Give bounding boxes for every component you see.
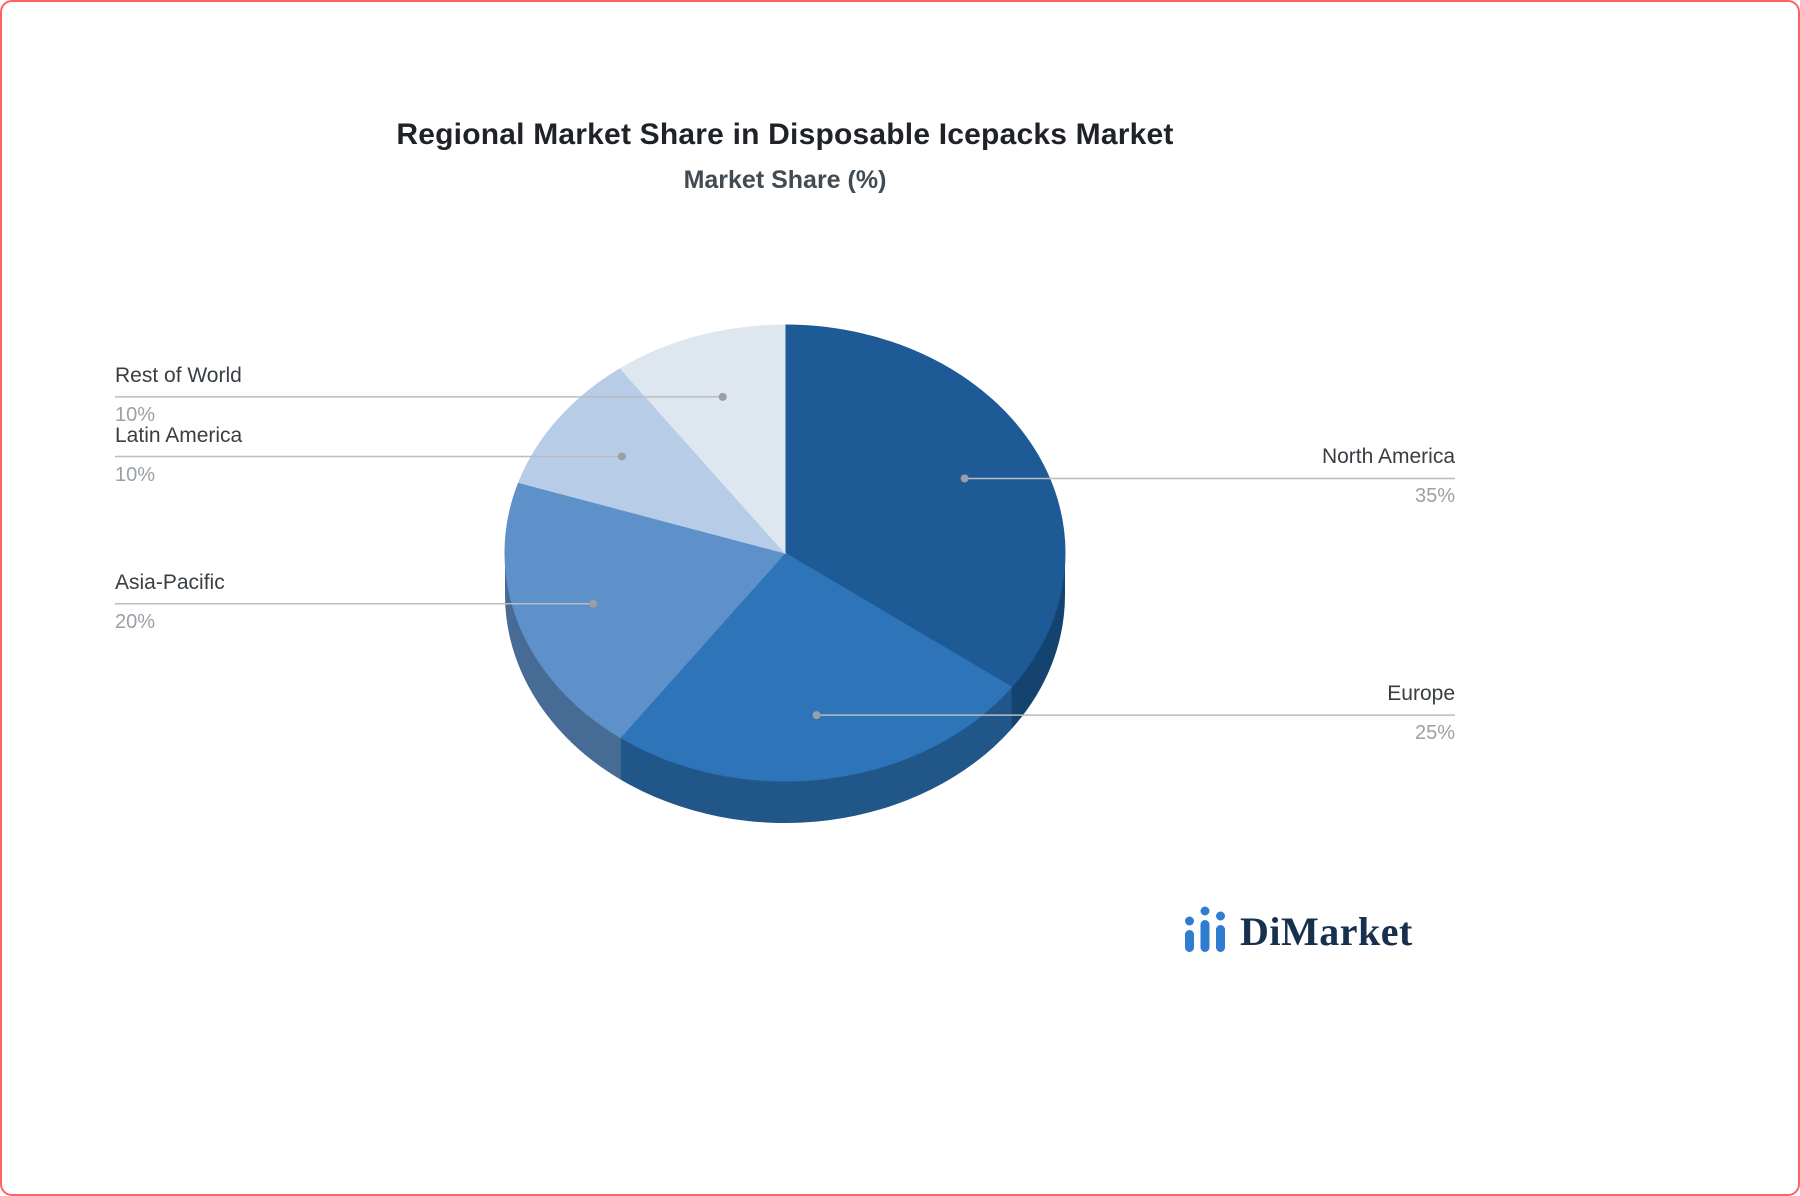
pie-label-value: 20% xyxy=(115,610,156,633)
pie-slice-north-america xyxy=(784,324,1066,688)
pie-slice-europe xyxy=(619,552,1013,782)
pie-label-value: 10% xyxy=(115,403,156,426)
pie-label-north-america: North America 35% xyxy=(1035,444,1455,508)
pie-label-name: Latin America xyxy=(115,423,243,447)
pie-label-asia-pacific: Asia-Pacific 20% xyxy=(115,570,535,634)
pie-label-europe: Europe 25% xyxy=(1035,681,1455,745)
pie-label-name: Europe xyxy=(1387,682,1455,706)
pie-slice-asia-pacific xyxy=(504,481,786,739)
leader-dot-north-america xyxy=(960,474,969,483)
leader-dot-asia-pacific xyxy=(589,599,598,608)
leader-dot-europe xyxy=(812,711,821,720)
pie-slice-side-asia-pacific xyxy=(505,553,621,780)
pie-label-value: 10% xyxy=(115,463,156,486)
pie-label-rest-of-world: Rest of World 10% xyxy=(115,363,535,427)
bar-chart-icon xyxy=(1185,906,1225,952)
pie-label-value: 35% xyxy=(1414,485,1455,508)
chart-title: Regional Market Share in Disposable Icep… xyxy=(396,118,1174,151)
pie-label-value: 25% xyxy=(1414,722,1455,745)
pie-label-latin-america: Latin America 10% xyxy=(115,423,535,487)
pie-slice-side-europe xyxy=(620,687,1012,824)
brand-name: DiMarket xyxy=(1240,908,1413,954)
pie-slice-latin-america xyxy=(518,367,787,554)
dimarket-logo: DiMarket xyxy=(1183,906,1413,956)
pie-label-name: North America xyxy=(1321,445,1455,469)
pie-label-name: Rest of World xyxy=(115,363,242,387)
pie-slice-rest-of-world xyxy=(619,324,786,555)
pie-label-name: Asia-Pacific xyxy=(115,570,225,594)
leader-dot-rest-of-world xyxy=(718,392,727,401)
leader-dot-latin-america xyxy=(617,452,626,461)
pie-slice-side-north-america xyxy=(1011,553,1065,730)
chart-subtitle: Market Share (%) xyxy=(683,166,887,194)
